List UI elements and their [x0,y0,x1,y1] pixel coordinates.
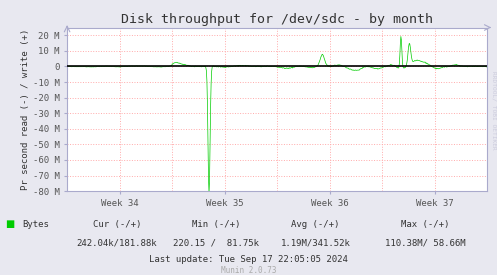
Title: Disk throughput for /dev/sdc - by month: Disk throughput for /dev/sdc - by month [121,13,433,26]
Text: 242.04k/181.88k: 242.04k/181.88k [77,239,157,248]
Text: Min (-/+): Min (-/+) [192,220,241,229]
Y-axis label: Pr second read (-) / write (+): Pr second read (-) / write (+) [21,29,30,190]
Text: 220.15 /  81.75k: 220.15 / 81.75k [173,239,259,248]
Text: 110.38M/ 58.66M: 110.38M/ 58.66M [385,239,465,248]
Text: Last update: Tue Sep 17 22:05:05 2024: Last update: Tue Sep 17 22:05:05 2024 [149,255,348,263]
Text: Cur (-/+): Cur (-/+) [92,220,141,229]
Text: 1.19M/341.52k: 1.19M/341.52k [281,239,350,248]
Text: Bytes: Bytes [22,220,49,229]
Text: Avg (-/+): Avg (-/+) [291,220,340,229]
Text: RRDTOOL/ TOBI OETIKER: RRDTOOL/ TOBI OETIKER [491,71,496,149]
Text: Max (-/+): Max (-/+) [401,220,449,229]
Text: ■: ■ [5,219,14,229]
Text: Munin 2.0.73: Munin 2.0.73 [221,266,276,275]
